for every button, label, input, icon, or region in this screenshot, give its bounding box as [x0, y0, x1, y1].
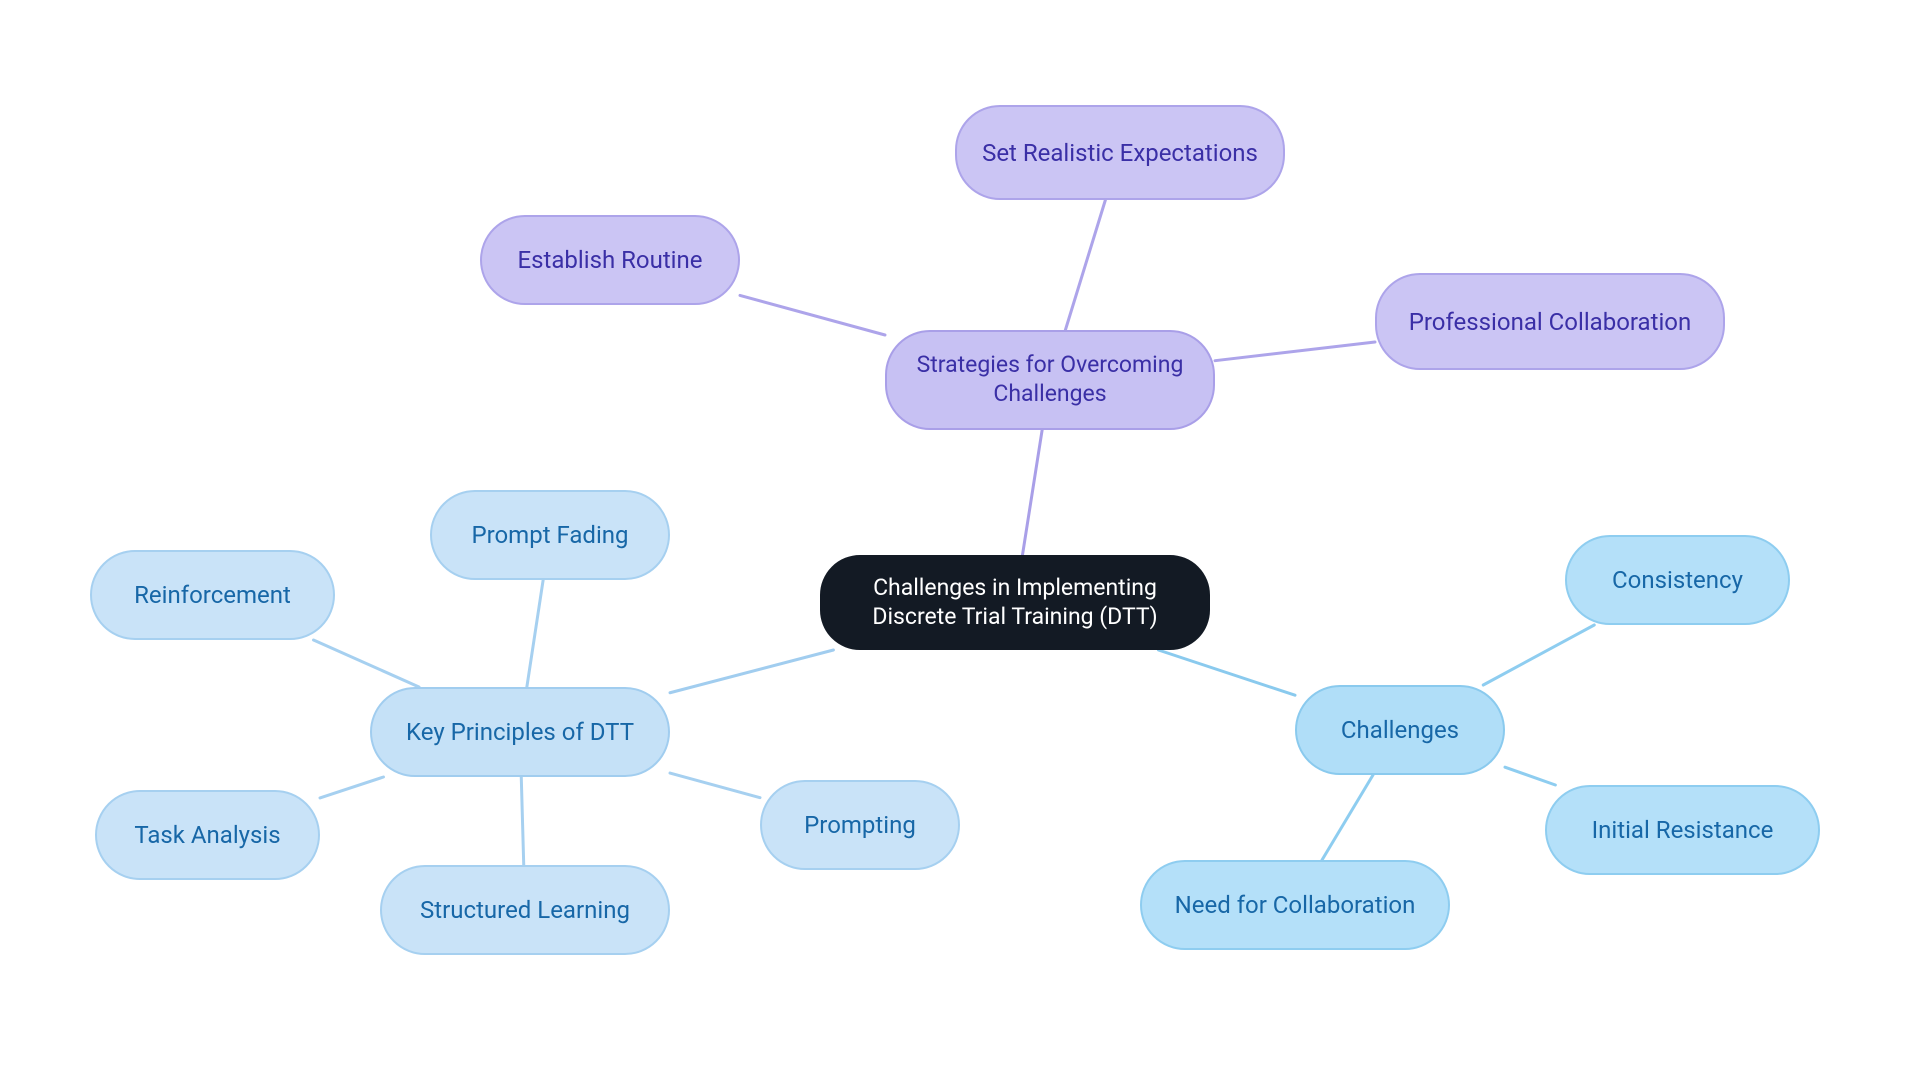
node-label: Task Analysis: [97, 820, 318, 850]
edge: [320, 777, 383, 798]
edge: [1322, 775, 1373, 860]
node-prof-collab: Professional Collaboration: [1375, 273, 1725, 370]
node-label: Reinforcement: [92, 580, 333, 610]
node-label: Key Principles of DTT: [372, 717, 668, 747]
node-label: Initial Resistance: [1547, 815, 1818, 845]
edge: [527, 580, 543, 687]
node-reinforcement: Reinforcement: [90, 550, 335, 640]
edge: [1483, 625, 1594, 685]
node-label: Establish Routine: [482, 245, 738, 275]
node-structured: Structured Learning: [380, 865, 670, 955]
edge: [1215, 342, 1375, 361]
node-root: Challenges in Implementing Discrete Tria…: [820, 555, 1210, 650]
node-prompting: Prompting: [760, 780, 960, 870]
node-initial-resist: Initial Resistance: [1545, 785, 1820, 875]
node-label: Need for Collaboration: [1142, 890, 1448, 920]
node-task-analysis: Task Analysis: [95, 790, 320, 880]
node-label: Set Realistic Expectations: [957, 138, 1283, 168]
edge: [314, 640, 419, 687]
node-label: Prompt Fading: [432, 520, 668, 550]
node-establish-routine: Establish Routine: [480, 215, 740, 305]
node-prompt-fading: Prompt Fading: [430, 490, 670, 580]
node-principles: Key Principles of DTT: [370, 687, 670, 777]
edge: [1022, 430, 1042, 555]
node-label: Professional Collaboration: [1377, 307, 1723, 337]
edge: [1065, 200, 1105, 330]
node-consistency: Consistency: [1565, 535, 1790, 625]
node-label: Challenges in Implementing Discrete Tria…: [822, 574, 1208, 632]
edge: [1158, 650, 1295, 695]
edge: [670, 773, 760, 798]
node-label: Prompting: [762, 810, 958, 840]
edge: [740, 295, 885, 335]
node-label: Strategies for Overcoming Challenges: [887, 351, 1213, 409]
node-label: Challenges: [1297, 715, 1503, 745]
edge: [1505, 767, 1555, 785]
mindmap-canvas: Challenges in Implementing Discrete Tria…: [0, 0, 1920, 1083]
node-label: Consistency: [1567, 565, 1788, 595]
node-challenges: Challenges: [1295, 685, 1505, 775]
node-set-expect: Set Realistic Expectations: [955, 105, 1285, 200]
node-strategies: Strategies for Overcoming Challenges: [885, 330, 1215, 430]
edge: [670, 650, 833, 693]
edge: [521, 777, 523, 865]
node-need-collab: Need for Collaboration: [1140, 860, 1450, 950]
node-label: Structured Learning: [382, 895, 668, 925]
